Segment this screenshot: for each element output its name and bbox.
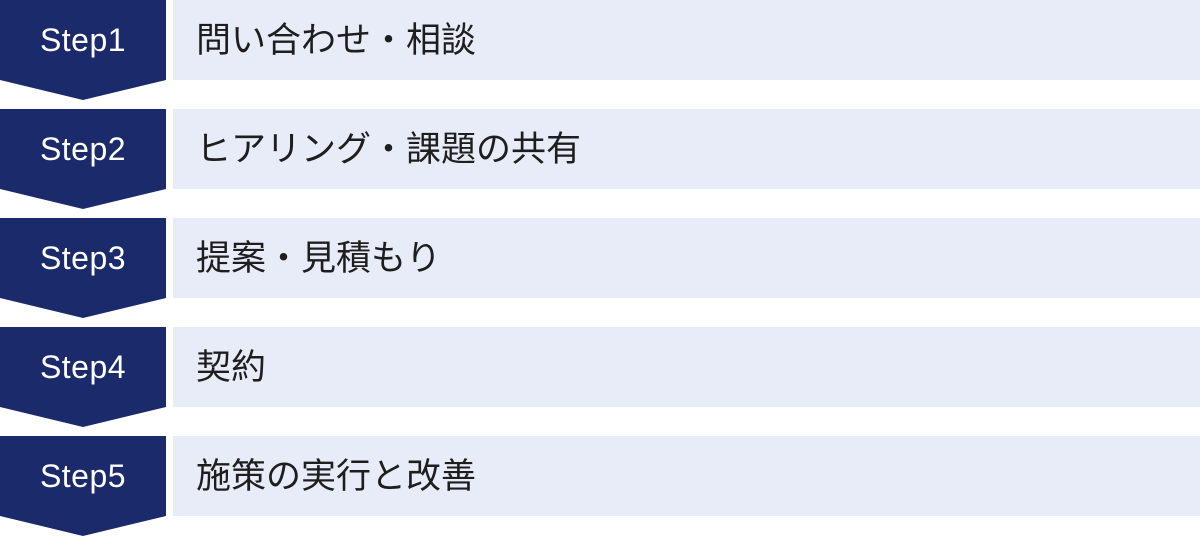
step-label: Step2 xyxy=(39,131,127,167)
step-row: Step3 提案・見積もり xyxy=(0,218,1200,318)
step-label: Step4 xyxy=(39,349,127,385)
step-chevron-badge: Step3 xyxy=(0,218,166,318)
step-description-bar: 提案・見積もり xyxy=(173,218,1200,298)
step-label: Step3 xyxy=(39,240,127,276)
step-chevron-badge: Step4 xyxy=(0,327,166,427)
step-description-bar: ヒアリング・課題の共有 xyxy=(173,109,1200,189)
step-row: Step4 契約 xyxy=(0,327,1200,427)
step-description-bar: 問い合わせ・相談 xyxy=(173,0,1200,80)
step-description: 契約 xyxy=(196,347,267,387)
step-label: Step5 xyxy=(39,458,127,494)
step-description: 問い合わせ・相談 xyxy=(196,20,477,60)
step-description: ヒアリング・課題の共有 xyxy=(196,129,582,169)
step-row: Step1 問い合わせ・相談 xyxy=(0,0,1200,100)
step-row: Step2 ヒアリング・課題の共有 xyxy=(0,109,1200,209)
step-chevron-badge: Step2 xyxy=(0,109,166,209)
step-chevron-badge: Step5 xyxy=(0,436,166,536)
step-label: Step1 xyxy=(39,22,127,58)
step-row: Step5 施策の実行と改善 xyxy=(0,436,1200,536)
step-description: 提案・見積もり xyxy=(196,238,442,278)
step-description-bar: 契約 xyxy=(173,327,1200,407)
step-description: 施策の実行と改善 xyxy=(196,456,477,496)
step-description-bar: 施策の実行と改善 xyxy=(173,436,1200,516)
step-chevron-badge: Step1 xyxy=(0,0,166,100)
